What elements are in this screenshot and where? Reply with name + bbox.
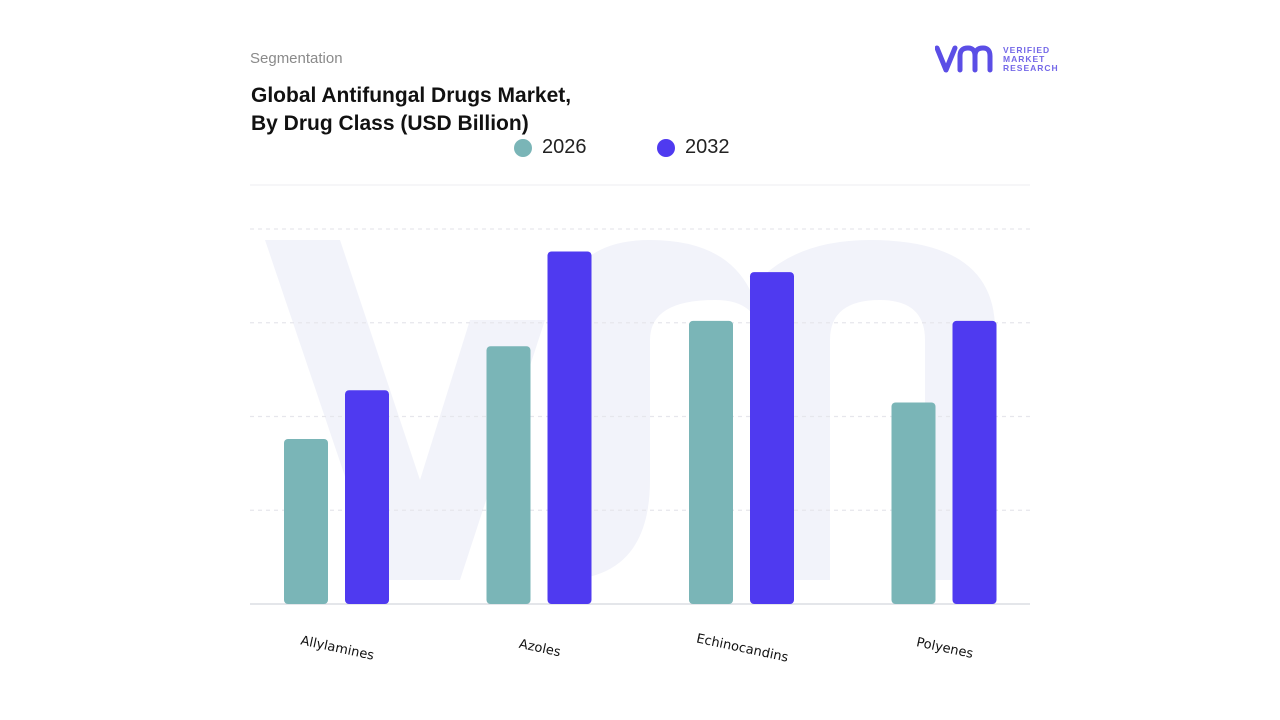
bar-allylamines-2032 xyxy=(345,390,389,604)
bar-allylamines-2026 xyxy=(284,439,328,604)
vmr-watermark xyxy=(265,240,995,580)
legend-label-2032: 2032 xyxy=(685,136,730,158)
bar-polyenes-2026 xyxy=(891,402,936,604)
x-axis-labels: Allylamines Azoles Echinocandins Polyenes xyxy=(299,632,975,666)
chart-bars xyxy=(284,251,997,604)
watermark-shape xyxy=(265,240,995,580)
legend-swatch-2032 xyxy=(657,138,675,157)
x-tick-label-echinocandins: Echinocandins xyxy=(695,632,790,666)
chart-title-line2: By Drug Class (USD Billion) xyxy=(251,112,529,135)
chart-legend: 2026 2032 xyxy=(0,136,1280,160)
legend-item-2026: 2026 xyxy=(514,136,587,159)
chart-title-line1: Global Antifungal Drugs Market, xyxy=(251,84,572,107)
x-tick-label-allylamines: Allylamines xyxy=(299,633,375,663)
legend-item-2032: 2032 xyxy=(657,136,730,159)
bar-azoles-2032 xyxy=(547,251,592,604)
logo-line3: RESEARCH xyxy=(1003,62,1059,73)
legend-swatch-2026 xyxy=(514,138,532,157)
vmr-logo-icon xyxy=(935,45,993,73)
bar-azoles-2026 xyxy=(486,346,531,604)
segmentation-label: Segmentation xyxy=(250,50,343,67)
chart-title: Global Antifungal Drugs Market, By Drug … xyxy=(251,82,571,138)
logo-line1: VERIFIED xyxy=(1003,44,1051,55)
legend-label-2026: 2026 xyxy=(542,136,587,158)
bar-echinocandins-2026 xyxy=(689,320,733,604)
x-tick-label-azoles: Azoles xyxy=(518,637,562,660)
bar-echinocandins-2032 xyxy=(750,272,794,604)
x-tick-label-polyenes: Polyenes xyxy=(915,635,975,662)
vmr-logo: VERIFIED MARKET RESEARCH xyxy=(935,44,1059,74)
vmr-logo-text: VERIFIED MARKET RESEARCH xyxy=(1003,44,1059,73)
logo-line2: MARKET xyxy=(1003,53,1046,64)
bar-polyenes-2032 xyxy=(952,320,997,604)
